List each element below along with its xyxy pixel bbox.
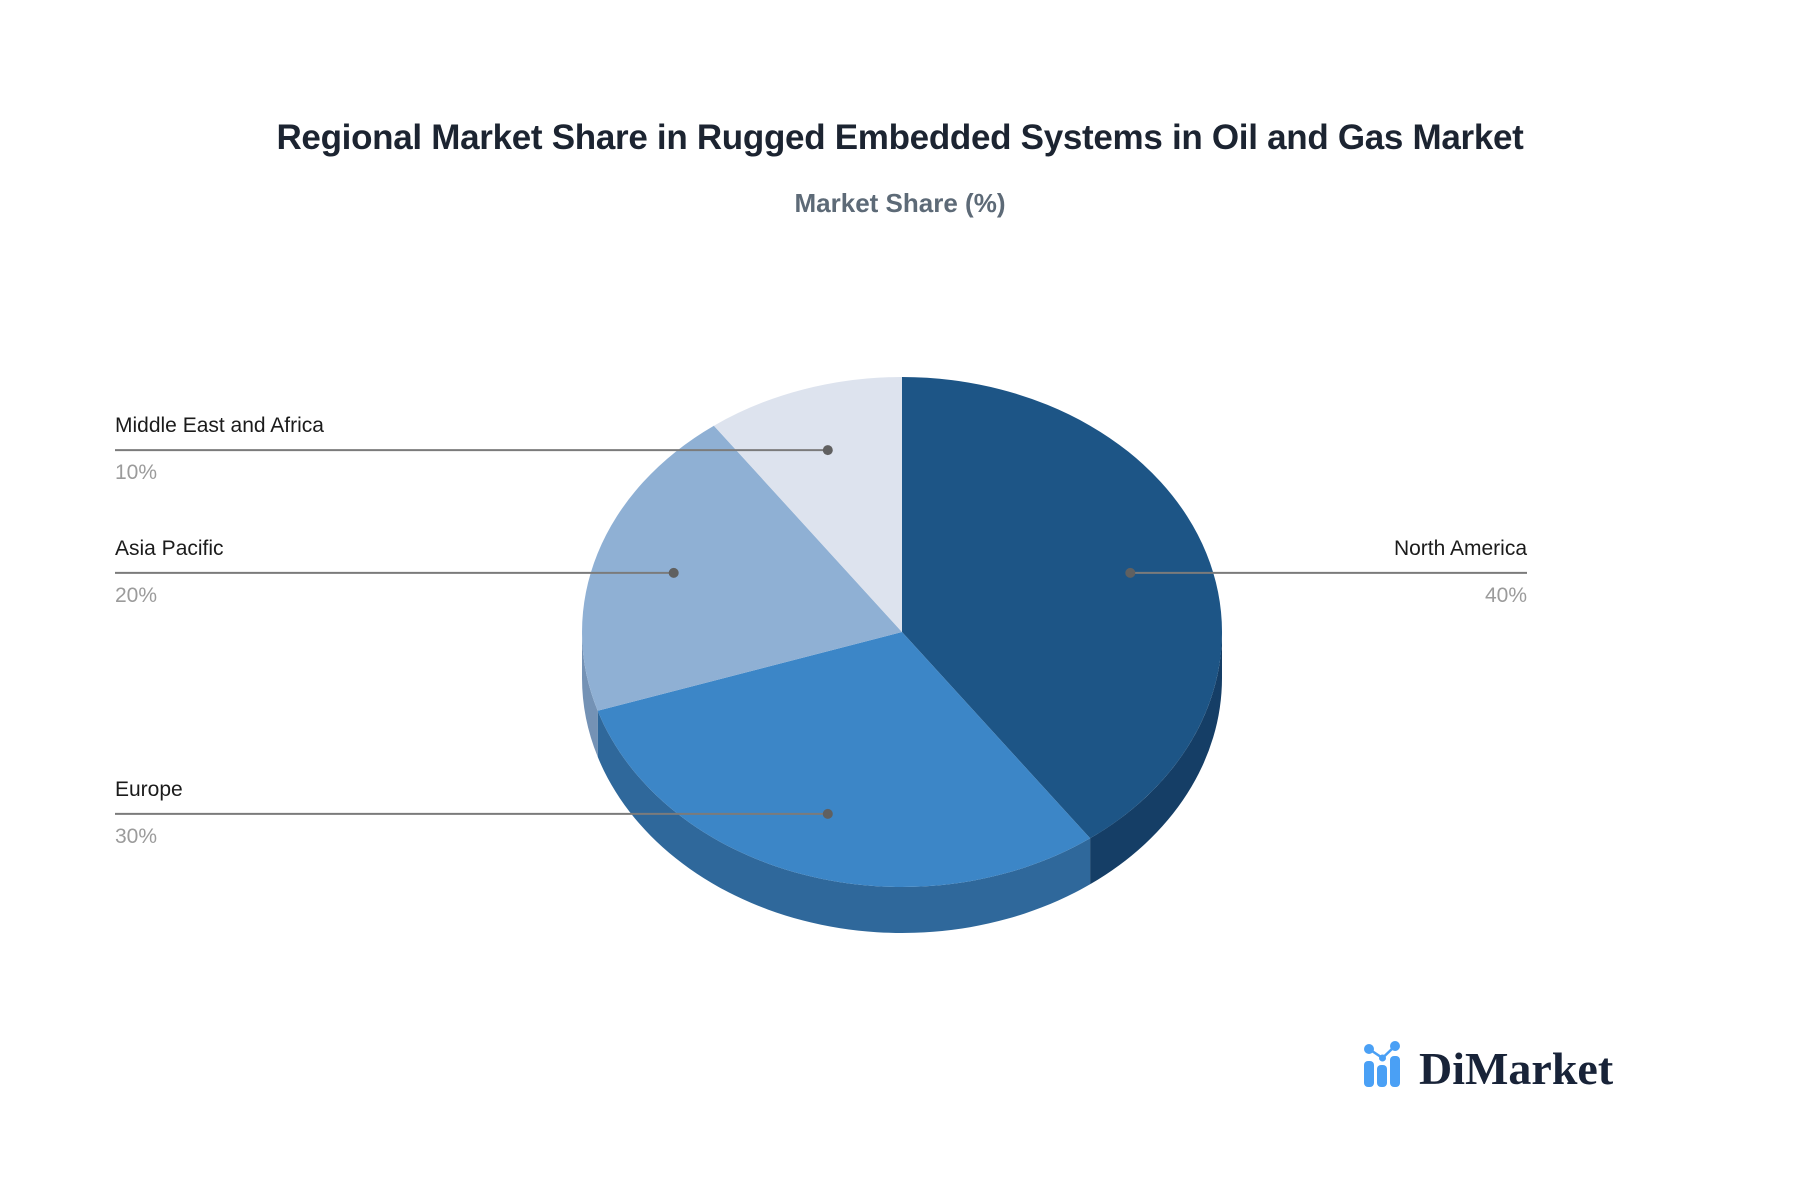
callout-middle-east-and-africa: Middle East and Africa 10% xyxy=(115,413,324,486)
slice-label: Asia Pacific xyxy=(115,537,224,560)
slice-value: 30% xyxy=(115,825,158,848)
chart-subtitle: Market Share (%) xyxy=(794,188,1006,218)
pie-slice-asia-pacific[interactable] xyxy=(582,425,902,711)
pie-side-europe xyxy=(597,710,1091,933)
slice-value: 40% xyxy=(1484,584,1527,607)
bar-chart-logo-icon xyxy=(1364,1041,1400,1087)
dimarket-logo: DiMarket xyxy=(1362,1038,1614,1094)
slice-value: 10% xyxy=(115,461,158,484)
slice-value: 20% xyxy=(115,584,158,607)
pie-side-asia-pacific xyxy=(582,632,598,757)
chart-title: Regional Market Share in Rugged Embedded… xyxy=(276,118,1524,157)
pie-slice-north-america[interactable] xyxy=(902,377,1223,839)
slice-label: Europe xyxy=(115,778,183,801)
pie-slice-middle-east-and-africa[interactable] xyxy=(713,377,902,632)
pie-slice-europe[interactable] xyxy=(597,632,1091,887)
pie-side-north-america xyxy=(1090,632,1222,885)
callout-north-america: North America 40% xyxy=(1394,536,1527,609)
leader-dot-middle-east-and-africa xyxy=(822,445,833,456)
leader-dot-europe xyxy=(822,808,833,819)
slice-label: North America xyxy=(1393,537,1527,560)
callout-europe: Europe 30% xyxy=(115,777,183,850)
callout-asia-pacific: Asia Pacific 20% xyxy=(115,536,224,609)
slice-label: Middle East and Africa xyxy=(115,414,324,437)
leader-dot-asia-pacific xyxy=(668,567,679,578)
logo-text: DiMarket xyxy=(1419,1043,1614,1094)
leader-dot-north-america xyxy=(1125,567,1136,578)
